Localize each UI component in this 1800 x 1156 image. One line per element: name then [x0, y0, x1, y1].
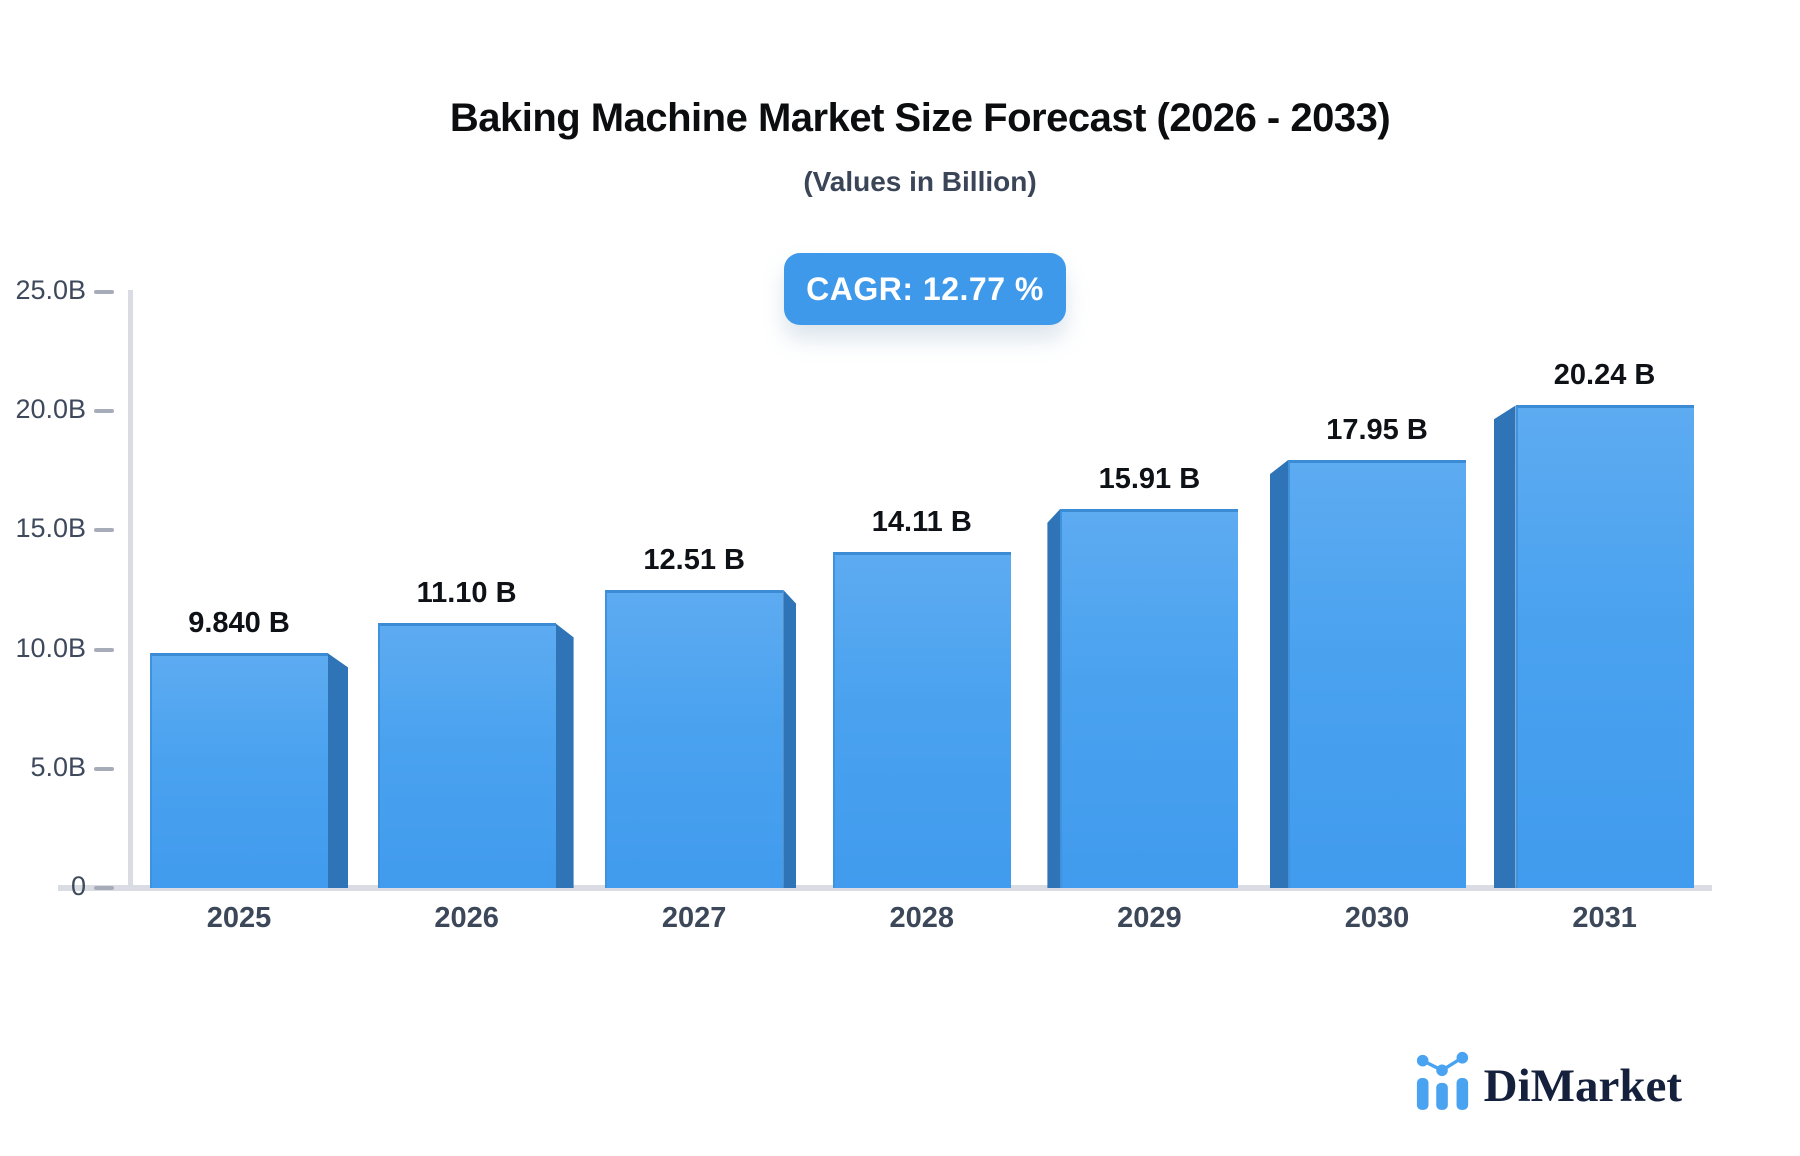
- bar-face: [1060, 508, 1239, 888]
- cagr-badge-label: CAGR: 12.77 %: [806, 270, 1044, 307]
- bar-face: [377, 623, 556, 888]
- x-axis-label-2027: 2027: [661, 902, 727, 934]
- x-axis-label-2031: 2031: [1572, 902, 1637, 934]
- x-axis-label-2028: 2028: [889, 902, 955, 934]
- cagr-badge: CAGR: 12.77 %: [784, 253, 1066, 325]
- bar-face: [605, 589, 784, 888]
- y-tick-dash: [94, 886, 114, 890]
- bar-2025: [150, 653, 348, 888]
- bar-face: [832, 551, 1011, 888]
- bar-2031: [1493, 405, 1694, 888]
- y-axis-line: [128, 290, 133, 888]
- y-tick-dash: [94, 290, 114, 294]
- bar-value-label: 11.10 B: [416, 577, 517, 610]
- bar-value-label: 9.840 B: [188, 607, 290, 640]
- chart-title: Baking Machine Market Size Forecast (202…: [449, 96, 1391, 140]
- bar-2026: [377, 623, 574, 888]
- bar-value-label: 17.95 B: [1326, 414, 1428, 447]
- bar-2028: [832, 551, 1011, 888]
- y-tick-dash: [94, 647, 114, 652]
- x-axis-label-2029: 2029: [1117, 902, 1182, 934]
- bar-face: [1288, 460, 1466, 888]
- x-axis-label-2025: 2025: [206, 902, 272, 934]
- bar-side-face: [555, 623, 574, 888]
- y-tick-label: 20.0B: [15, 394, 86, 425]
- y-tick-dash: [94, 528, 114, 533]
- bar-side-face: [783, 589, 797, 888]
- x-axis-label-2026: 2026: [434, 902, 499, 934]
- y-tick-label: 15.0B: [15, 513, 86, 544]
- bar-2027: [605, 589, 797, 888]
- bar-side-face: [1047, 508, 1061, 888]
- bar-side-face: [1493, 405, 1516, 888]
- bar-2029: [1047, 508, 1239, 888]
- y-tick-label: 5.0B: [30, 751, 86, 782]
- bar-value-label: 20.24 B: [1553, 359, 1656, 392]
- bar-value-label: 12.51 B: [643, 543, 745, 576]
- bar-face: [150, 653, 328, 888]
- x-axis-line: [58, 885, 1712, 891]
- y-tick-label: 0: [70, 871, 86, 901]
- logo-mini-chart-icon: [1416, 1051, 1468, 1110]
- bar-value-label: 14.11 B: [871, 505, 972, 538]
- chart-subtitle: (Values in Billion): [803, 166, 1037, 197]
- bar-value-label: 15.91 B: [1098, 462, 1201, 495]
- bar-2030: [1270, 460, 1466, 888]
- bar-side-face: [1270, 460, 1288, 888]
- y-tick-dash: [94, 766, 114, 771]
- brand-logo: DiMarket: [1414, 1048, 1682, 1110]
- y-tick-dash: [94, 409, 114, 414]
- y-tick-label: 10.0B: [15, 632, 86, 663]
- y-tick-label: 25.0B: [15, 275, 86, 305]
- bar-side-face: [328, 653, 348, 888]
- bar-face: [1515, 405, 1694, 888]
- logo-text: DiMarket: [1483, 1060, 1682, 1112]
- x-axis-label-2030: 2030: [1344, 902, 1410, 934]
